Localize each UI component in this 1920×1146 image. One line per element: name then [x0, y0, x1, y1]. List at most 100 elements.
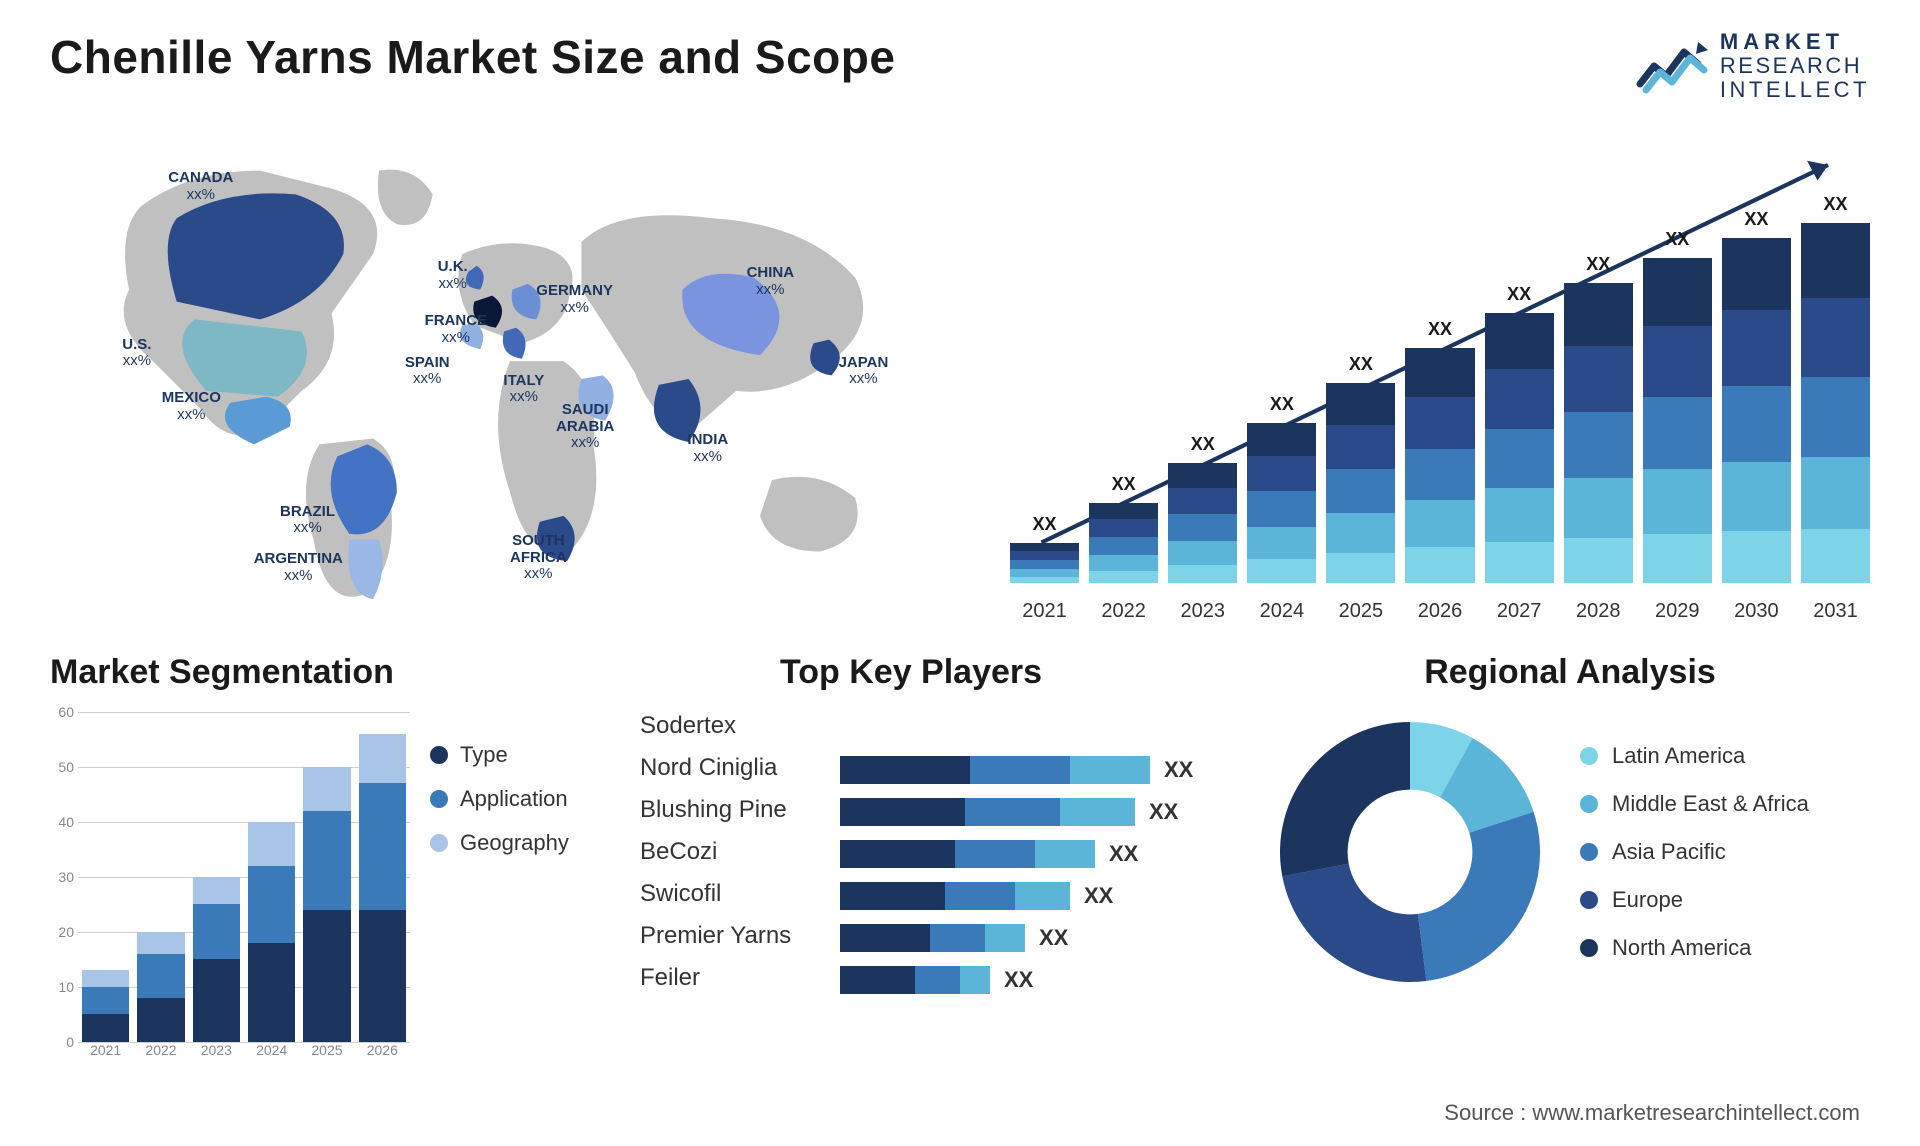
donut-segment	[1280, 722, 1410, 876]
header: Chenille Yarns Market Size and Scope MAR…	[50, 30, 1870, 103]
map-label: BRAZILxx%	[280, 504, 335, 537]
growth-bar-value: XX	[1270, 394, 1294, 415]
growth-bar	[1564, 283, 1633, 583]
regional-legend-item: Middle East & Africa	[1580, 791, 1809, 817]
growth-bar-value: XX	[1586, 254, 1610, 275]
map-label: U.K.xx%	[438, 259, 468, 292]
key-player-bar-row: XX	[840, 882, 1240, 910]
donut-segment	[1282, 863, 1426, 981]
growth-bar-value: XX	[1349, 354, 1373, 375]
segmentation-legend: Type Application Geography	[430, 712, 569, 1072]
map-label: SPAINxx%	[405, 355, 450, 388]
segmentation-panel: Market Segmentation 0102030405060 202120…	[50, 653, 610, 1113]
map-label: SAUDIARABIAxx%	[556, 402, 614, 452]
segmentation-bar	[193, 877, 240, 1042]
segmentation-legend-item: Type	[430, 742, 569, 768]
segmentation-bar	[303, 767, 350, 1042]
map-label: ARGENTINAxx%	[254, 551, 343, 584]
growth-year-label: 2024	[1247, 600, 1316, 623]
growth-bar-value: XX	[1823, 194, 1847, 215]
key-players-bars: XX XX XX XX XX XX	[840, 712, 1240, 994]
regional-panel: Regional Analysis Latin America Middle Ea…	[1270, 653, 1870, 1113]
growth-bar	[1010, 543, 1079, 583]
map-label: FRANCExx%	[425, 313, 488, 346]
key-player-bar-row: XX	[840, 798, 1240, 826]
growth-bar-value: XX	[1191, 434, 1215, 455]
growth-bar-value: XX	[1507, 284, 1531, 305]
segmentation-title: Market Segmentation	[50, 653, 610, 692]
donut-segment	[1418, 811, 1540, 980]
growth-chart-panel: XX XX XX XX XX XX XX XX XX XX XX 2021 2022 2023 2024 2…	[1010, 123, 1870, 623]
key-players-title: Top Key Players	[780, 653, 1240, 692]
growth-bar	[1405, 348, 1474, 583]
brand-logo: MARKET RESEARCH INTELLECT	[1636, 30, 1870, 103]
key-players-panel: Top Key Players Sodertex Nord Ciniglia Blu…	[640, 653, 1240, 1113]
key-player-bar-row: XX	[840, 840, 1240, 868]
growth-bar-value: XX	[1033, 514, 1057, 535]
segmentation-legend-item: Application	[430, 786, 569, 812]
growth-year-label: 2026	[1405, 600, 1474, 623]
regional-legend: Latin America Middle East & Africa Asia Pa…	[1580, 743, 1809, 961]
growth-year-label: 2030	[1722, 600, 1791, 623]
map-label: SOUTHAFRICAxx%	[510, 533, 567, 583]
growth-bar	[1326, 383, 1395, 583]
map-label: GERMANYxx%	[536, 283, 613, 316]
map-label: MEXICOxx%	[162, 390, 221, 423]
growth-bar-value: XX	[1112, 474, 1136, 495]
world-map-panel: CANADAxx% U.S.xx% MEXICOxx% BRAZILxx% ARGENT…	[50, 123, 970, 623]
growth-bar	[1801, 223, 1870, 583]
map-label: CANADAxx%	[168, 170, 233, 203]
key-players-list: Sodertex Nord Ciniglia Blushing Pine BeCozi…	[640, 712, 840, 992]
regional-legend-item: Latin America	[1580, 743, 1809, 769]
key-player-name: Feiler	[640, 964, 840, 992]
growth-year-label: 2027	[1485, 600, 1554, 623]
growth-bar	[1089, 503, 1158, 583]
growth-year-label: 2031	[1801, 600, 1870, 623]
growth-year-label: 2021	[1010, 600, 1079, 623]
regional-title: Regional Analysis	[1270, 653, 1870, 692]
key-player-name: Swicofil	[640, 880, 840, 908]
growth-bar	[1485, 313, 1554, 583]
logo-text: MARKET RESEARCH INTELLECT	[1720, 30, 1870, 103]
growth-bar	[1168, 463, 1237, 583]
growth-year-label: 2028	[1564, 600, 1633, 623]
growth-year-label: 2029	[1643, 600, 1712, 623]
growth-year-label: 2022	[1089, 600, 1158, 623]
segmentation-chart: 0102030405060 202120222023202420252026	[50, 712, 410, 1072]
regional-legend-item: Europe	[1580, 887, 1809, 913]
growth-year-label: 2023	[1168, 600, 1237, 623]
logo-icon	[1636, 38, 1708, 94]
growth-bar	[1643, 258, 1712, 583]
key-player-name: Nord Ciniglia	[640, 754, 840, 782]
growth-bar-value: XX	[1428, 319, 1452, 340]
map-label: CHINAxx%	[747, 265, 795, 298]
map-label: INDIAxx%	[687, 432, 728, 465]
map-label: U.S.xx%	[122, 337, 151, 370]
growth-bar-value: XX	[1665, 229, 1689, 250]
segmentation-bar	[82, 970, 129, 1042]
growth-bar	[1722, 238, 1791, 583]
map-label: JAPANxx%	[839, 355, 889, 388]
bottom-row: Market Segmentation 0102030405060 202120…	[50, 653, 1870, 1113]
regional-legend-item: Asia Pacific	[1580, 839, 1809, 865]
key-player-bar-row: XX	[840, 756, 1240, 784]
key-player-bar-row: XX	[840, 966, 1240, 994]
source-attribution: Source : www.marketresearchintellect.com	[1444, 1100, 1860, 1126]
regional-donut-chart	[1270, 712, 1550, 992]
segmentation-bar	[248, 822, 295, 1042]
growth-bar	[1247, 423, 1316, 583]
segmentation-bar	[137, 932, 184, 1042]
regional-legend-item: North America	[1580, 935, 1809, 961]
key-player-name: Sodertex	[640, 712, 840, 740]
key-player-name: Premier Yarns	[640, 922, 840, 950]
map-label: ITALYxx%	[503, 373, 544, 406]
key-player-name: BeCozi	[640, 838, 840, 866]
key-player-name: Blushing Pine	[640, 796, 840, 824]
growth-bar-value: XX	[1744, 209, 1768, 230]
page-title: Chenille Yarns Market Size and Scope	[50, 30, 895, 84]
segmentation-legend-item: Geography	[430, 830, 569, 856]
key-player-bar-row: XX	[840, 924, 1240, 952]
top-row: CANADAxx% U.S.xx% MEXICOxx% BRAZILxx% ARGENT…	[50, 123, 1870, 623]
segmentation-bar	[359, 734, 406, 1042]
growth-year-label: 2025	[1326, 600, 1395, 623]
